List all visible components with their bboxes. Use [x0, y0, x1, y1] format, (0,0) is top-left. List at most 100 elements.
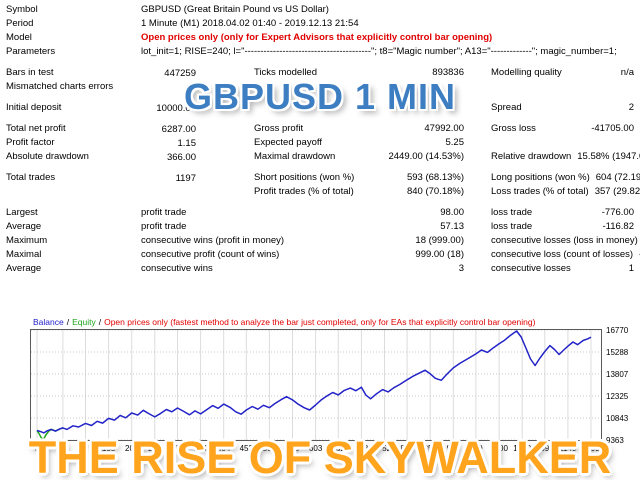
- x-tick-label: 255: [148, 444, 162, 453]
- row-wide-value: lot_init=1; RISE=240; l="---------------…: [141, 46, 617, 57]
- row-value: 6287.00: [161, 123, 196, 135]
- row-label: Maximal: [6, 249, 42, 260]
- row-right-pair: Gross loss -41705.00: [491, 122, 634, 135]
- x-tick-label: 453: [239, 444, 253, 453]
- row-value: 999.00 (18): [415, 249, 464, 260]
- x-tick-label: 105: [78, 444, 93, 453]
- row-label: Loss trades (% of total): [491, 186, 589, 197]
- x-tick-label: 354: [193, 444, 208, 453]
- x-tick-label: 503: [262, 444, 277, 453]
- row-value: 1197: [175, 172, 196, 184]
- row-wide-value: GBPUSD (Great Britain Pound vs US Dollar…: [141, 4, 329, 15]
- y-tick-label: 16770: [606, 326, 629, 335]
- legend-separator: /: [66, 317, 70, 327]
- y-tick-label: 9363: [606, 436, 624, 445]
- x-tick-label: 0: [34, 444, 40, 453]
- y-tick-label: 15288: [606, 348, 629, 357]
- row-mid-pair: Gross profit 47992.00: [254, 122, 464, 135]
- row-right-pair: consecutive losses (loss in money)4 (-11…: [491, 234, 638, 247]
- row-label: Period: [6, 18, 34, 29]
- row-mid-pair: consecutive wins 3: [136, 262, 464, 275]
- row-label: consecutive wins (profit in money): [141, 235, 285, 246]
- legend-equity: Equity: [72, 317, 96, 327]
- report-row: Average consecutive wins 3 consecutive loss…: [4, 262, 636, 276]
- report-row: Model Open prices only (only for Expert A…: [4, 31, 636, 45]
- row-label: Long positions (won %): [491, 172, 590, 183]
- row-label: Profit trades (% of total): [254, 186, 354, 197]
- report-row: Profit factor 1.15 Expected payoff 5.25: [4, 136, 636, 150]
- row-label: Profit factor: [6, 137, 55, 148]
- row-label: Model: [6, 32, 32, 43]
- row-value: -776.00: [601, 207, 634, 218]
- row-label: Average: [6, 221, 42, 232]
- row-label: consecutive losses (loss in money): [491, 235, 638, 246]
- row-label: profit trade: [141, 221, 187, 232]
- row-label: Gross loss: [491, 123, 536, 134]
- row-value: 98.00: [440, 207, 464, 218]
- report-row: Bars in test 447259 Ticks modelled 893836 Mo…: [4, 66, 636, 80]
- row-label: Modelling quality: [491, 67, 562, 78]
- banner-text: THE RISE OF SKYWALKER: [28, 432, 612, 480]
- legend-model-note: Open prices only (fastest method to anal…: [104, 317, 536, 327]
- row-label: Mismatched charts errors: [6, 81, 114, 92]
- balance-line: [36, 330, 592, 434]
- x-tick-label: 901: [446, 444, 460, 453]
- row-value: 18 (999.00): [415, 235, 464, 246]
- row-mid-pair: consecutive wins (profit in money) 18 (99…: [136, 234, 464, 247]
- row-label: Parameters: [6, 46, 56, 57]
- row-wide-value: Open prices only (only for Expert Adviso…: [141, 32, 493, 43]
- row-mid-pair: Ticks modelled 893836: [254, 66, 464, 79]
- row-value: 47992.00: [424, 123, 464, 134]
- row-value: 604 (72.19%): [595, 172, 640, 183]
- report-row: Profit trades (% of total) 840 (70.18%) Lo…: [4, 185, 640, 199]
- balance-equity-chart: [30, 329, 602, 441]
- x-tick-label: 1000: [490, 444, 508, 453]
- report-table: Symbol GBPUSD (Great Britain Pound vs US …: [4, 3, 640, 276]
- row-value: 357 (29.82%): [594, 186, 640, 197]
- row-value: 5.25: [445, 137, 465, 148]
- row-value: 2449.00 (14.53%): [388, 151, 464, 162]
- x-tick-label: 56: [58, 444, 68, 453]
- row-value: -116.82: [602, 221, 634, 232]
- row-right-pair: consecutive losses 1: [491, 262, 634, 275]
- y-tick-label: 12325: [606, 392, 629, 401]
- x-tick-label: 752: [377, 444, 392, 453]
- row-label: consecutive profit (count of wins): [141, 249, 280, 260]
- row-mid-pair: profit trade 98.00: [136, 206, 464, 219]
- row-label: consecutive losses: [491, 263, 571, 274]
- report-row: Mismatched charts errors 0: [4, 80, 636, 94]
- y-tick-label: 13807: [606, 370, 629, 379]
- x-tick-label: 205: [125, 444, 139, 453]
- report-row: Period 1 Minute (M1) 2018.04.02 01:40 - 2…: [4, 17, 636, 31]
- x-tick-label: 304: [170, 444, 185, 453]
- report-row: Symbol GBPUSD (Great Britain Pound vs US …: [4, 3, 636, 17]
- x-tick-label: 603: [308, 444, 323, 453]
- row-value: 1: [628, 263, 634, 274]
- x-tick-label: 155: [101, 444, 116, 453]
- legend-balance: Balance: [33, 317, 64, 327]
- row-label: Expected payoff: [254, 137, 322, 148]
- row-mid-pair: Profit trades (% of total) 840 (70.18%): [254, 185, 464, 198]
- x-tick-label: 950: [469, 444, 483, 453]
- row-value: -41705.00: [591, 123, 634, 134]
- legend-separator-2: /: [98, 317, 102, 327]
- row-value: 893836: [432, 67, 464, 78]
- row-right-pair: Long positions (won %) 604 (72.19%): [491, 171, 640, 184]
- row-mid-pair: profit trade 57.13: [136, 220, 464, 233]
- row-label: Symbol: [6, 4, 38, 15]
- row-value: 593 (68.13%): [406, 172, 464, 183]
- row-label: Total trades: [6, 172, 56, 183]
- row-value: 2: [628, 102, 634, 113]
- row-label: Gross profit: [254, 123, 304, 134]
- row-label: consecutive loss (count of losses): [491, 249, 634, 260]
- row-label: Ticks modelled: [254, 67, 318, 78]
- row-mid-pair: Expected payoff 5.25: [254, 136, 464, 149]
- row-label: loss trade: [491, 207, 533, 218]
- row-label: loss trade: [491, 221, 533, 232]
- row-label: Initial deposit: [6, 102, 62, 113]
- x-tick-label: 851: [423, 444, 437, 453]
- row-label: Average: [6, 263, 42, 274]
- report-row: Absolute drawdown 366.00 Maximal drawdown 2…: [4, 150, 640, 164]
- report-row: Total net profit 6287.00 Gross profit 47992…: [4, 122, 636, 136]
- x-tick-label: 1099: [535, 444, 554, 453]
